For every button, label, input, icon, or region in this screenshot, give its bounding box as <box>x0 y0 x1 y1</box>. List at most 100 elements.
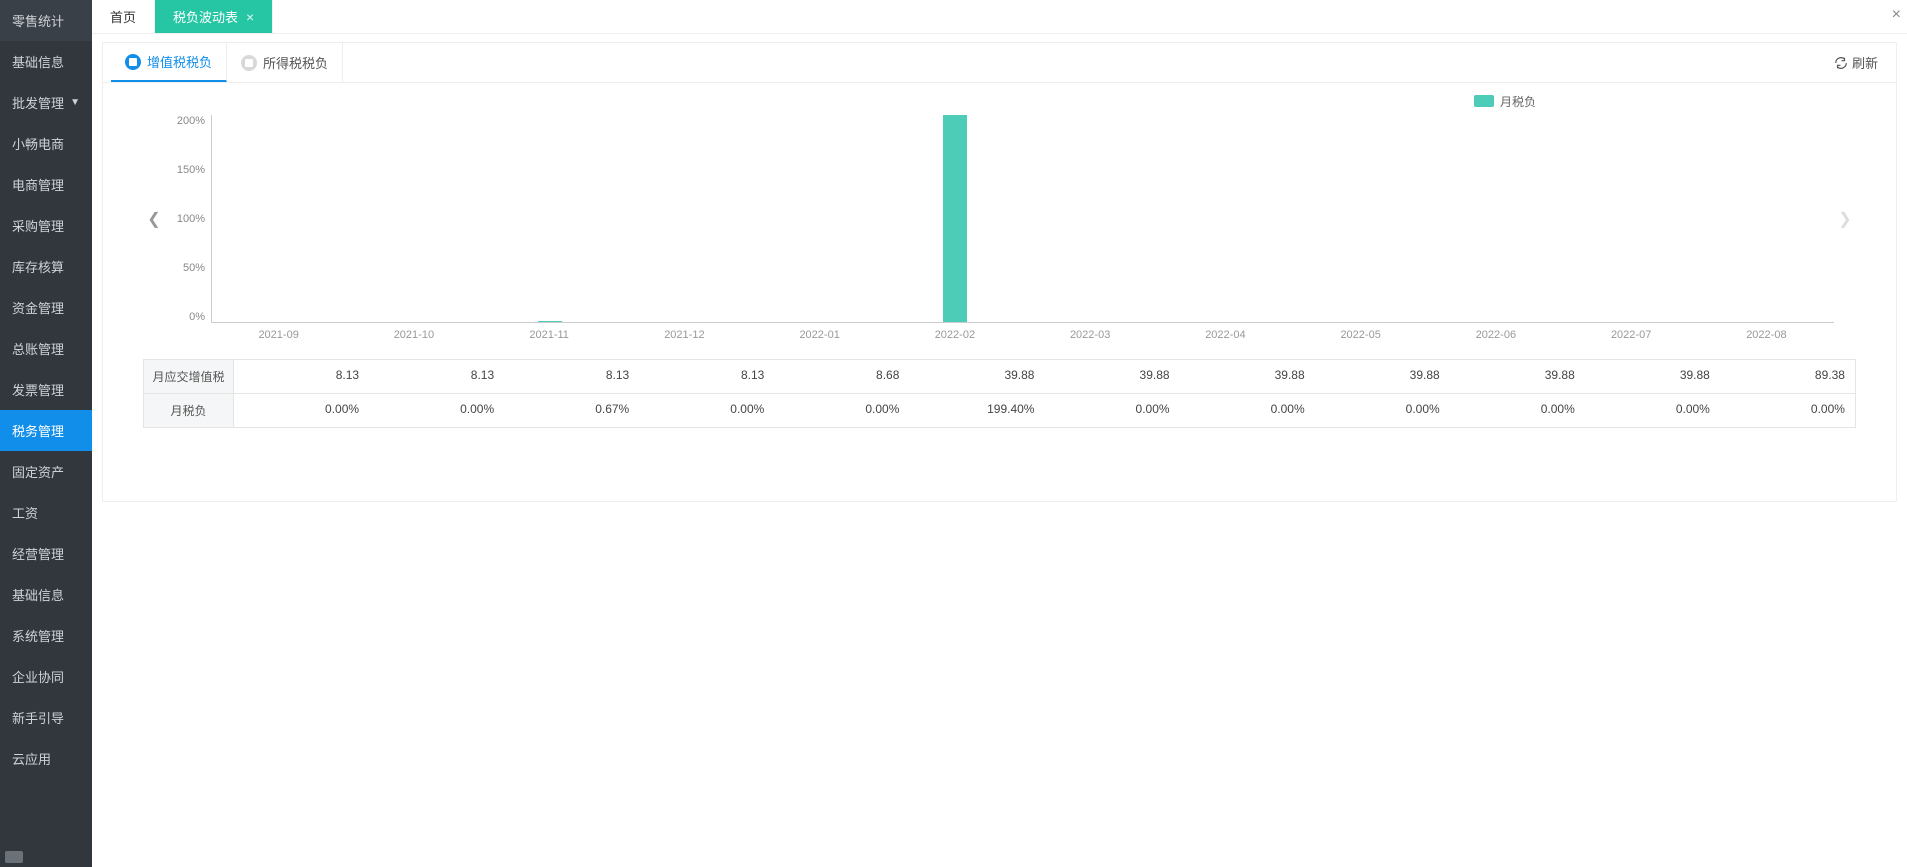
bar-2021-11 <box>538 321 562 322</box>
sidebar-item-1[interactable]: 基础信息 <box>0 41 92 82</box>
table-cell: 0.00% <box>1180 394 1315 427</box>
x-tick: 2022-01 <box>752 323 887 341</box>
refresh-button[interactable]: 刷新 <box>1834 53 1888 72</box>
x-tick: 2022-08 <box>1699 323 1834 341</box>
sidebar-item-4[interactable]: 电商管理 <box>0 164 92 205</box>
y-tick: 0% <box>189 311 205 323</box>
sidebar-item-7[interactable]: 资金管理 <box>0 287 92 328</box>
tabs-bar: 首页税负波动表 × × <box>92 0 1907 34</box>
table-cell: 0.00% <box>1044 394 1179 427</box>
legend-swatch <box>1474 95 1494 107</box>
x-axis: 2021-092021-102021-112021-122022-012022-… <box>211 323 1834 341</box>
sidebar-item-8[interactable]: 总账管理 <box>0 328 92 369</box>
sidebar-item-9[interactable]: 发票管理 <box>0 369 92 410</box>
sidebar-item-label: 零售统计 <box>12 11 64 30</box>
table-cell: 39.88 <box>1180 360 1315 393</box>
sidebar-item-label: 批发管理 <box>12 93 64 112</box>
sidebar-collapse-button[interactable] <box>5 851 23 863</box>
table-row: 月应交增值税8.138.138.138.138.6839.8839.8839.8… <box>144 360 1855 393</box>
table-cells: 0.00%0.00%0.67%0.00%0.00%199.40%0.00%0.0… <box>234 394 1855 427</box>
table-cells: 8.138.138.138.138.6839.8839.8839.8839.88… <box>234 360 1855 393</box>
sub-tab-1[interactable]: 所得税税负 <box>227 43 343 82</box>
y-tick: 100% <box>177 213 205 225</box>
chart-legend: 月税负 <box>143 91 1856 111</box>
sidebar-item-label: 经营管理 <box>12 544 64 563</box>
table-cell: 8.13 <box>639 360 774 393</box>
sidebar-item-label: 总账管理 <box>12 339 64 358</box>
refresh-icon <box>1834 56 1848 70</box>
table-cell: 39.88 <box>1315 360 1450 393</box>
table-cell: 0.00% <box>639 394 774 427</box>
sub-tab-label: 所得税税负 <box>263 53 328 72</box>
table-cell: 8.13 <box>369 360 504 393</box>
bar-2022-02 <box>943 115 967 322</box>
tab-1[interactable]: 税负波动表 × <box>155 0 273 33</box>
table-cell: 39.88 <box>1585 360 1720 393</box>
sub-tab-icon <box>125 54 141 70</box>
refresh-label: 刷新 <box>1852 53 1878 72</box>
sidebar-item-label: 工资 <box>12 503 38 522</box>
sidebar-item-label: 发票管理 <box>12 380 64 399</box>
y-tick: 200% <box>177 115 205 127</box>
table-cell: 8.13 <box>504 360 639 393</box>
x-tick: 2021-12 <box>617 323 752 341</box>
sidebar-item-label: 企业协同 <box>12 667 64 686</box>
sidebar-item-label: 采购管理 <box>12 216 64 235</box>
table-row-header: 月税负 <box>144 394 234 427</box>
table-cell: 0.00% <box>774 394 909 427</box>
chart-prev-arrow[interactable]: ❮ <box>143 115 165 323</box>
x-tick: 2021-09 <box>211 323 346 341</box>
table-cell: 0.00% <box>369 394 504 427</box>
sidebar-item-label: 新手引导 <box>12 708 64 727</box>
table-cell: 39.88 <box>1044 360 1179 393</box>
close-all-tabs-icon[interactable]: × <box>1892 6 1901 24</box>
y-axis: 200%150%100%50%0% <box>165 115 211 323</box>
table-cell: 0.67% <box>504 394 639 427</box>
sidebar-item-17[interactable]: 新手引导 <box>0 697 92 738</box>
sidebar-item-6[interactable]: 库存核算 <box>0 246 92 287</box>
legend-label: 月税负 <box>1500 93 1536 110</box>
table-cell: 39.88 <box>909 360 1044 393</box>
sidebar-item-15[interactable]: 系统管理 <box>0 615 92 656</box>
sidebar-item-3[interactable]: 小畅电商 <box>0 123 92 164</box>
content-area: 增值税税负所得税税负 刷新 月税负 ❮ 200%150%100%50%0% ❯ … <box>92 34 1907 867</box>
tab-0[interactable]: 首页 <box>92 0 155 33</box>
x-tick: 2022-06 <box>1428 323 1563 341</box>
sidebar-item-label: 小畅电商 <box>12 134 64 153</box>
table-cell: 0.00% <box>1315 394 1450 427</box>
table-cell: 199.40% <box>909 394 1044 427</box>
table-row-header: 月应交增值税 <box>144 360 234 393</box>
sidebar: 零售统计基础信息批发管理▼小畅电商电商管理采购管理库存核算资金管理总账管理发票管… <box>0 0 92 867</box>
close-icon[interactable]: × <box>246 9 254 25</box>
sidebar-item-18[interactable]: 云应用 <box>0 738 92 779</box>
table-cell: 0.00% <box>234 394 369 427</box>
sidebar-item-13[interactable]: 经营管理 <box>0 533 92 574</box>
x-tick: 2021-11 <box>482 323 617 341</box>
sidebar-item-label: 云应用 <box>12 749 51 768</box>
table-row: 月税负0.00%0.00%0.67%0.00%0.00%199.40%0.00%… <box>144 393 1855 427</box>
sub-tab-0[interactable]: 增值税税负 <box>111 43 227 82</box>
sidebar-item-label: 基础信息 <box>12 585 64 604</box>
sidebar-item-label: 电商管理 <box>12 175 64 194</box>
table-cell: 8.13 <box>234 360 369 393</box>
tax-panel: 增值税税负所得税税负 刷新 月税负 ❮ 200%150%100%50%0% ❯ … <box>102 42 1897 502</box>
table-cell: 0.00% <box>1450 394 1585 427</box>
tab-label: 税负波动表 <box>173 7 238 26</box>
sidebar-item-5[interactable]: 采购管理 <box>0 205 92 246</box>
main-area: 首页税负波动表×× 增值税税负所得税税负 刷新 月税负 ❮ 200%150%10… <box>92 0 1907 867</box>
table-cell: 8.68 <box>774 360 909 393</box>
y-tick: 50% <box>183 262 205 274</box>
sidebar-item-11[interactable]: 固定资产 <box>0 451 92 492</box>
x-tick: 2022-05 <box>1293 323 1428 341</box>
data-table: 月应交增值税8.138.138.138.138.6839.8839.8839.8… <box>143 359 1856 428</box>
sidebar-item-10[interactable]: 税务管理 <box>0 410 92 451</box>
chart-next-arrow[interactable]: ❯ <box>1834 115 1856 323</box>
sidebar-item-label: 库存核算 <box>12 257 64 276</box>
sidebar-item-14[interactable]: 基础信息 <box>0 574 92 615</box>
sidebar-item-0[interactable]: 零售统计 <box>0 0 92 41</box>
sidebar-item-12[interactable]: 工资 <box>0 492 92 533</box>
sidebar-item-2[interactable]: 批发管理▼ <box>0 82 92 123</box>
x-tick: 2022-02 <box>887 323 1022 341</box>
table-cell: 0.00% <box>1585 394 1720 427</box>
sidebar-item-16[interactable]: 企业协同 <box>0 656 92 697</box>
